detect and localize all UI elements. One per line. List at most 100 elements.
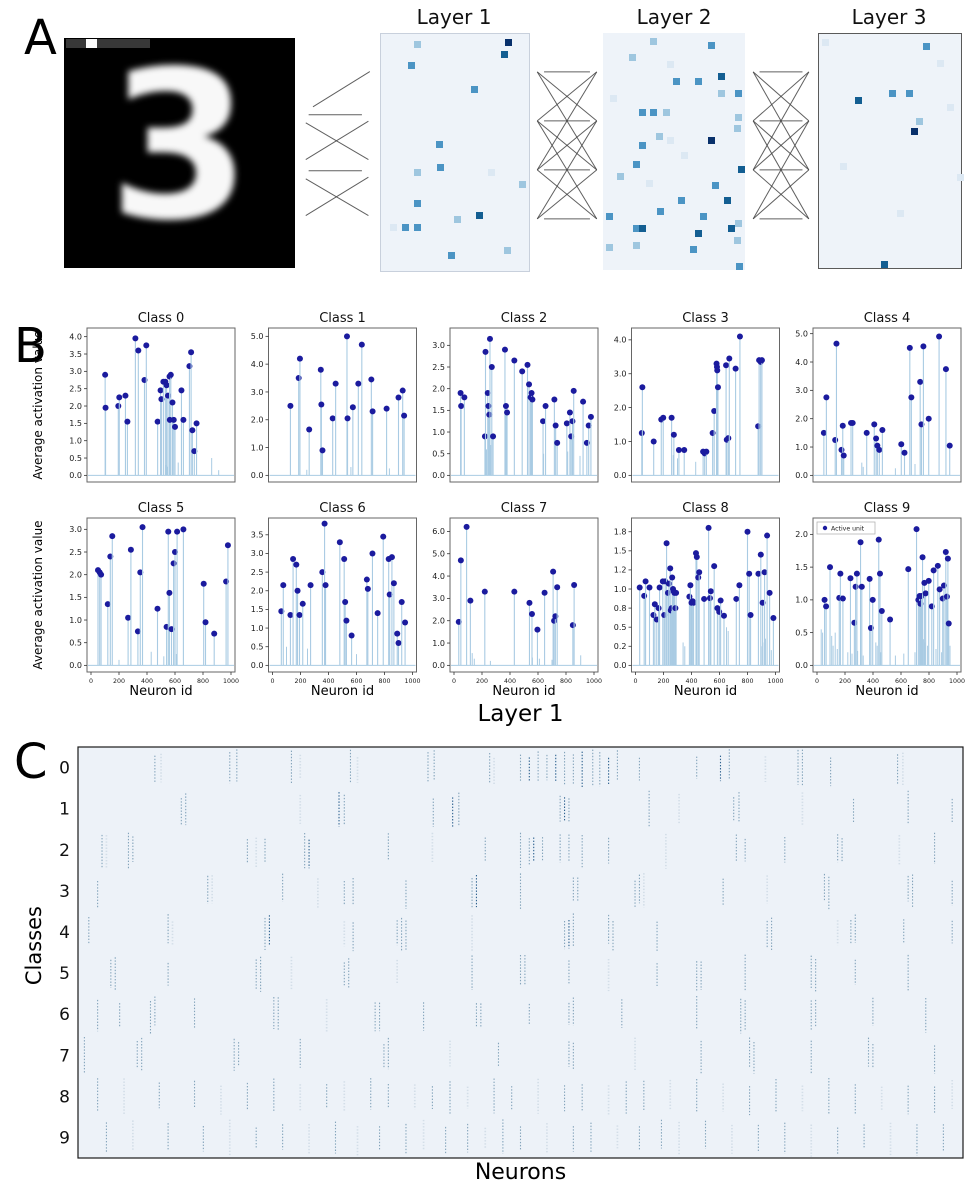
raster-row-label: 2 — [59, 841, 70, 861]
active-unit-marker — [170, 416, 177, 423]
layer3-title: Layer 3 — [851, 5, 927, 29]
active-unit-square — [632, 241, 640, 249]
svg-text:0.5: 0.5 — [614, 623, 627, 632]
active-unit-square — [854, 97, 862, 105]
active-unit-marker — [165, 392, 171, 399]
active-unit-marker — [877, 570, 883, 577]
svg-text:3.5: 3.5 — [251, 531, 264, 540]
svg-text:200: 200 — [294, 678, 306, 685]
svg-text:0: 0 — [452, 678, 456, 685]
active-unit-marker — [660, 414, 667, 421]
active-unit-square — [708, 42, 716, 50]
svg-text:2.0: 2.0 — [432, 617, 445, 626]
active-unit-marker — [827, 564, 834, 571]
active-unit-marker — [486, 335, 493, 342]
active-unit-marker — [755, 570, 762, 577]
svg-text:2.5: 2.5 — [69, 548, 82, 557]
active-unit-marker — [946, 442, 953, 449]
active-unit-marker — [341, 556, 348, 563]
legend: Active unit — [816, 521, 876, 535]
active-unit-marker — [651, 601, 658, 608]
active-unit-square — [922, 43, 930, 51]
active-unit-marker — [687, 582, 694, 589]
svg-text:2.0: 2.0 — [795, 530, 808, 539]
active-unit-square — [727, 224, 735, 232]
active-unit-marker — [908, 394, 915, 401]
svg-text:3.5: 3.5 — [69, 350, 82, 359]
svg-text:200: 200 — [113, 678, 125, 685]
svg-text:3.0: 3.0 — [795, 386, 808, 395]
active-unit-marker — [132, 335, 139, 342]
svg-text:400: 400 — [141, 678, 153, 685]
svg-text:Class 6: Class 6 — [319, 501, 366, 516]
svg-text:2.5: 2.5 — [251, 568, 264, 577]
active-unit-square — [695, 78, 703, 86]
active-unit-marker — [401, 412, 408, 419]
digit-top-bar — [66, 39, 150, 48]
active-unit-square — [500, 50, 508, 58]
active-unit-marker — [519, 368, 526, 375]
active-unit-square — [655, 132, 663, 140]
svg-text:1000: 1000 — [223, 678, 239, 685]
active-unit-marker — [857, 539, 864, 546]
active-unit-square — [672, 78, 680, 86]
active-unit-marker — [540, 418, 547, 425]
class-plot-3: 0.0 1.0 2.0 3.0 4.0 Class 3 — [614, 311, 780, 483]
active-unit-square — [656, 208, 664, 216]
active-unit-marker — [200, 580, 207, 587]
active-unit-marker — [395, 639, 402, 646]
active-unit-square — [413, 169, 421, 177]
svg-text:4.0: 4.0 — [251, 360, 264, 369]
active-unit-marker — [820, 429, 827, 436]
active-unit-marker — [166, 589, 173, 596]
active-unit-marker — [172, 423, 178, 430]
svg-text:4.0: 4.0 — [795, 358, 808, 367]
active-unit-marker — [502, 403, 509, 410]
active-unit-marker — [552, 422, 559, 429]
svg-text:600: 600 — [350, 678, 362, 685]
active-unit-marker — [398, 598, 405, 605]
layer3-activation-map — [818, 33, 964, 269]
active-unit-marker — [920, 343, 927, 350]
active-unit-marker — [672, 605, 679, 612]
svg-text:2.0: 2.0 — [251, 416, 264, 425]
active-unit-marker — [395, 394, 402, 401]
active-unit-square — [505, 38, 513, 46]
raster-row-label: 0 — [59, 759, 70, 779]
active-unit-marker — [455, 618, 462, 625]
active-unit-marker — [490, 433, 497, 440]
active-unit-square — [718, 89, 726, 97]
active-unit-marker — [342, 598, 349, 605]
active-unit-marker — [168, 626, 175, 633]
svg-text:800: 800 — [378, 678, 390, 685]
svg-text:1.0: 1.0 — [432, 639, 445, 648]
svg-text:Average activation value: Average activation value — [31, 520, 45, 669]
class-plot-7: 0.0 1.0 2.0 3.0 4.0 5.0 6.0 0 200 400 600 800 1000 Ne… — [432, 501, 602, 699]
active-unit-marker — [701, 595, 708, 602]
active-unit-square — [699, 213, 707, 221]
svg-text:Class 7: Class 7 — [501, 501, 548, 516]
active-unit-marker — [109, 533, 116, 540]
active-unit-marker — [344, 415, 351, 422]
active-unit-marker — [528, 390, 535, 397]
layer1-title: Layer 1 — [416, 5, 492, 29]
active-unit-marker — [714, 384, 721, 391]
active-unit-square — [681, 151, 689, 159]
active-unit-marker — [839, 595, 846, 602]
active-unit-marker — [709, 430, 716, 437]
active-unit-marker — [134, 628, 141, 635]
active-unit-marker — [655, 605, 662, 612]
active-unit-square — [737, 165, 745, 173]
active-unit-marker — [374, 610, 381, 617]
active-unit-square — [649, 37, 657, 45]
active-unit-marker — [541, 589, 548, 596]
raster-row-label: 5 — [59, 964, 70, 984]
active-unit-square — [678, 196, 686, 204]
active-unit-marker — [839, 422, 846, 429]
active-unit-marker — [714, 367, 721, 374]
active-unit-marker — [757, 551, 764, 558]
svg-text:Class 5: Class 5 — [138, 501, 185, 516]
svg-text:5.0: 5.0 — [251, 332, 264, 341]
svg-text:0.0: 0.0 — [432, 471, 445, 480]
